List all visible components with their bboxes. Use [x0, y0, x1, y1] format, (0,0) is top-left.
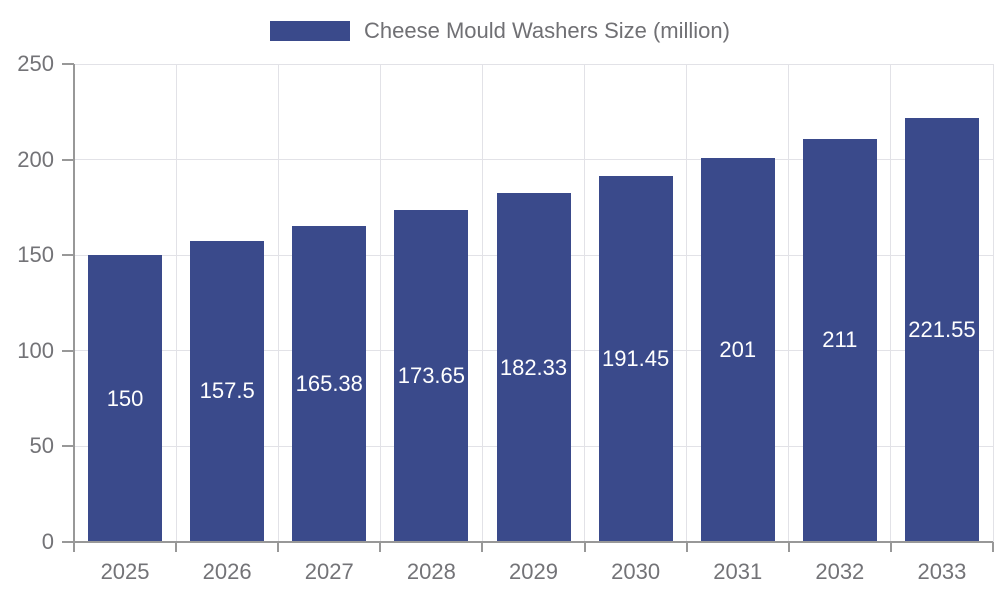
bar-value-label: 165.38: [295, 370, 363, 396]
bar-value-label: 157.5: [199, 378, 255, 404]
bar-2030[interactable]: [598, 175, 673, 542]
h-gridline: [74, 159, 993, 161]
y-axis-tick-label: 100: [17, 337, 54, 363]
x-axis-tick-label: 2031: [713, 559, 763, 584]
x-axis-tick-label: 2026: [202, 559, 252, 584]
bar-value-label: 191.45: [601, 345, 670, 371]
x-axis-tick: [889, 542, 892, 552]
x-axis-tick-label: 2030: [611, 559, 661, 584]
y-axis-tick-label: 200: [17, 146, 54, 172]
bar-2028[interactable]: [394, 209, 469, 542]
x-axis-tick: [583, 542, 586, 552]
y-axis-tick: [62, 63, 74, 65]
x-axis-tick-label: 2033: [917, 559, 967, 584]
x-axis-tick-label: 2032: [815, 559, 865, 584]
v-gridline: [584, 64, 586, 542]
v-gridline: [379, 64, 381, 542]
v-gridline: [992, 64, 994, 542]
y-axis-tick-label: 50: [29, 433, 54, 459]
legend[interactable]: Cheese Mould Washers Size (million): [0, 16, 1000, 46]
y-axis-tick: [62, 158, 74, 161]
x-axis-tick: [379, 542, 382, 552]
bar-2026[interactable]: [190, 240, 265, 542]
x-axis-tick: [175, 542, 178, 552]
bar-2027[interactable]: [292, 225, 367, 542]
bar-2029[interactable]: [496, 193, 571, 542]
bar-2025[interactable]: [88, 255, 163, 542]
y-axis-tick: [62, 349, 74, 352]
x-axis-tick: [277, 542, 280, 552]
y-axis-tick-label: 0: [41, 529, 54, 554]
bar-value-label: 211: [822, 327, 858, 353]
x-axis-tick-label: 2025: [100, 559, 150, 584]
y-axis-tick: [62, 445, 74, 448]
bar-value-label: 201: [719, 336, 757, 362]
legend-label: Cheese Mould Washers Size (million): [364, 18, 730, 43]
y-axis-tick-label: 150: [17, 242, 54, 268]
x-axis-tick: [481, 542, 484, 552]
x-axis-tick-label: 2028: [406, 559, 456, 584]
bar-2033[interactable]: [904, 118, 979, 542]
x-axis-tick: [685, 542, 688, 552]
v-gridline: [277, 64, 279, 542]
y-axis-tick-label: 250: [17, 51, 54, 76]
x-axis-tick-label: 2029: [509, 559, 558, 584]
v-gridline: [686, 64, 688, 542]
x-axis-tick: [787, 542, 790, 552]
bar-value-label: 221.55: [908, 317, 976, 343]
h-gridline: [74, 63, 993, 65]
y-axis-line: [73, 64, 75, 552]
y-axis-tick: [62, 254, 74, 257]
x-axis-tick: [992, 542, 994, 552]
x-axis-line: [62, 541, 993, 543]
v-gridline: [788, 64, 790, 542]
x-axis-tick-label: 2027: [304, 559, 354, 584]
v-gridline: [890, 64, 892, 542]
v-gridline: [175, 64, 177, 542]
bar-value-label: 182.33: [499, 354, 568, 380]
bar-value-label: 150: [106, 385, 144, 411]
bar-2031[interactable]: [700, 157, 775, 542]
v-gridline: [481, 64, 483, 542]
bar-2032[interactable]: [802, 138, 877, 542]
bar-value-label: 173.65: [397, 362, 466, 388]
legend-swatch-icon: [270, 21, 350, 41]
